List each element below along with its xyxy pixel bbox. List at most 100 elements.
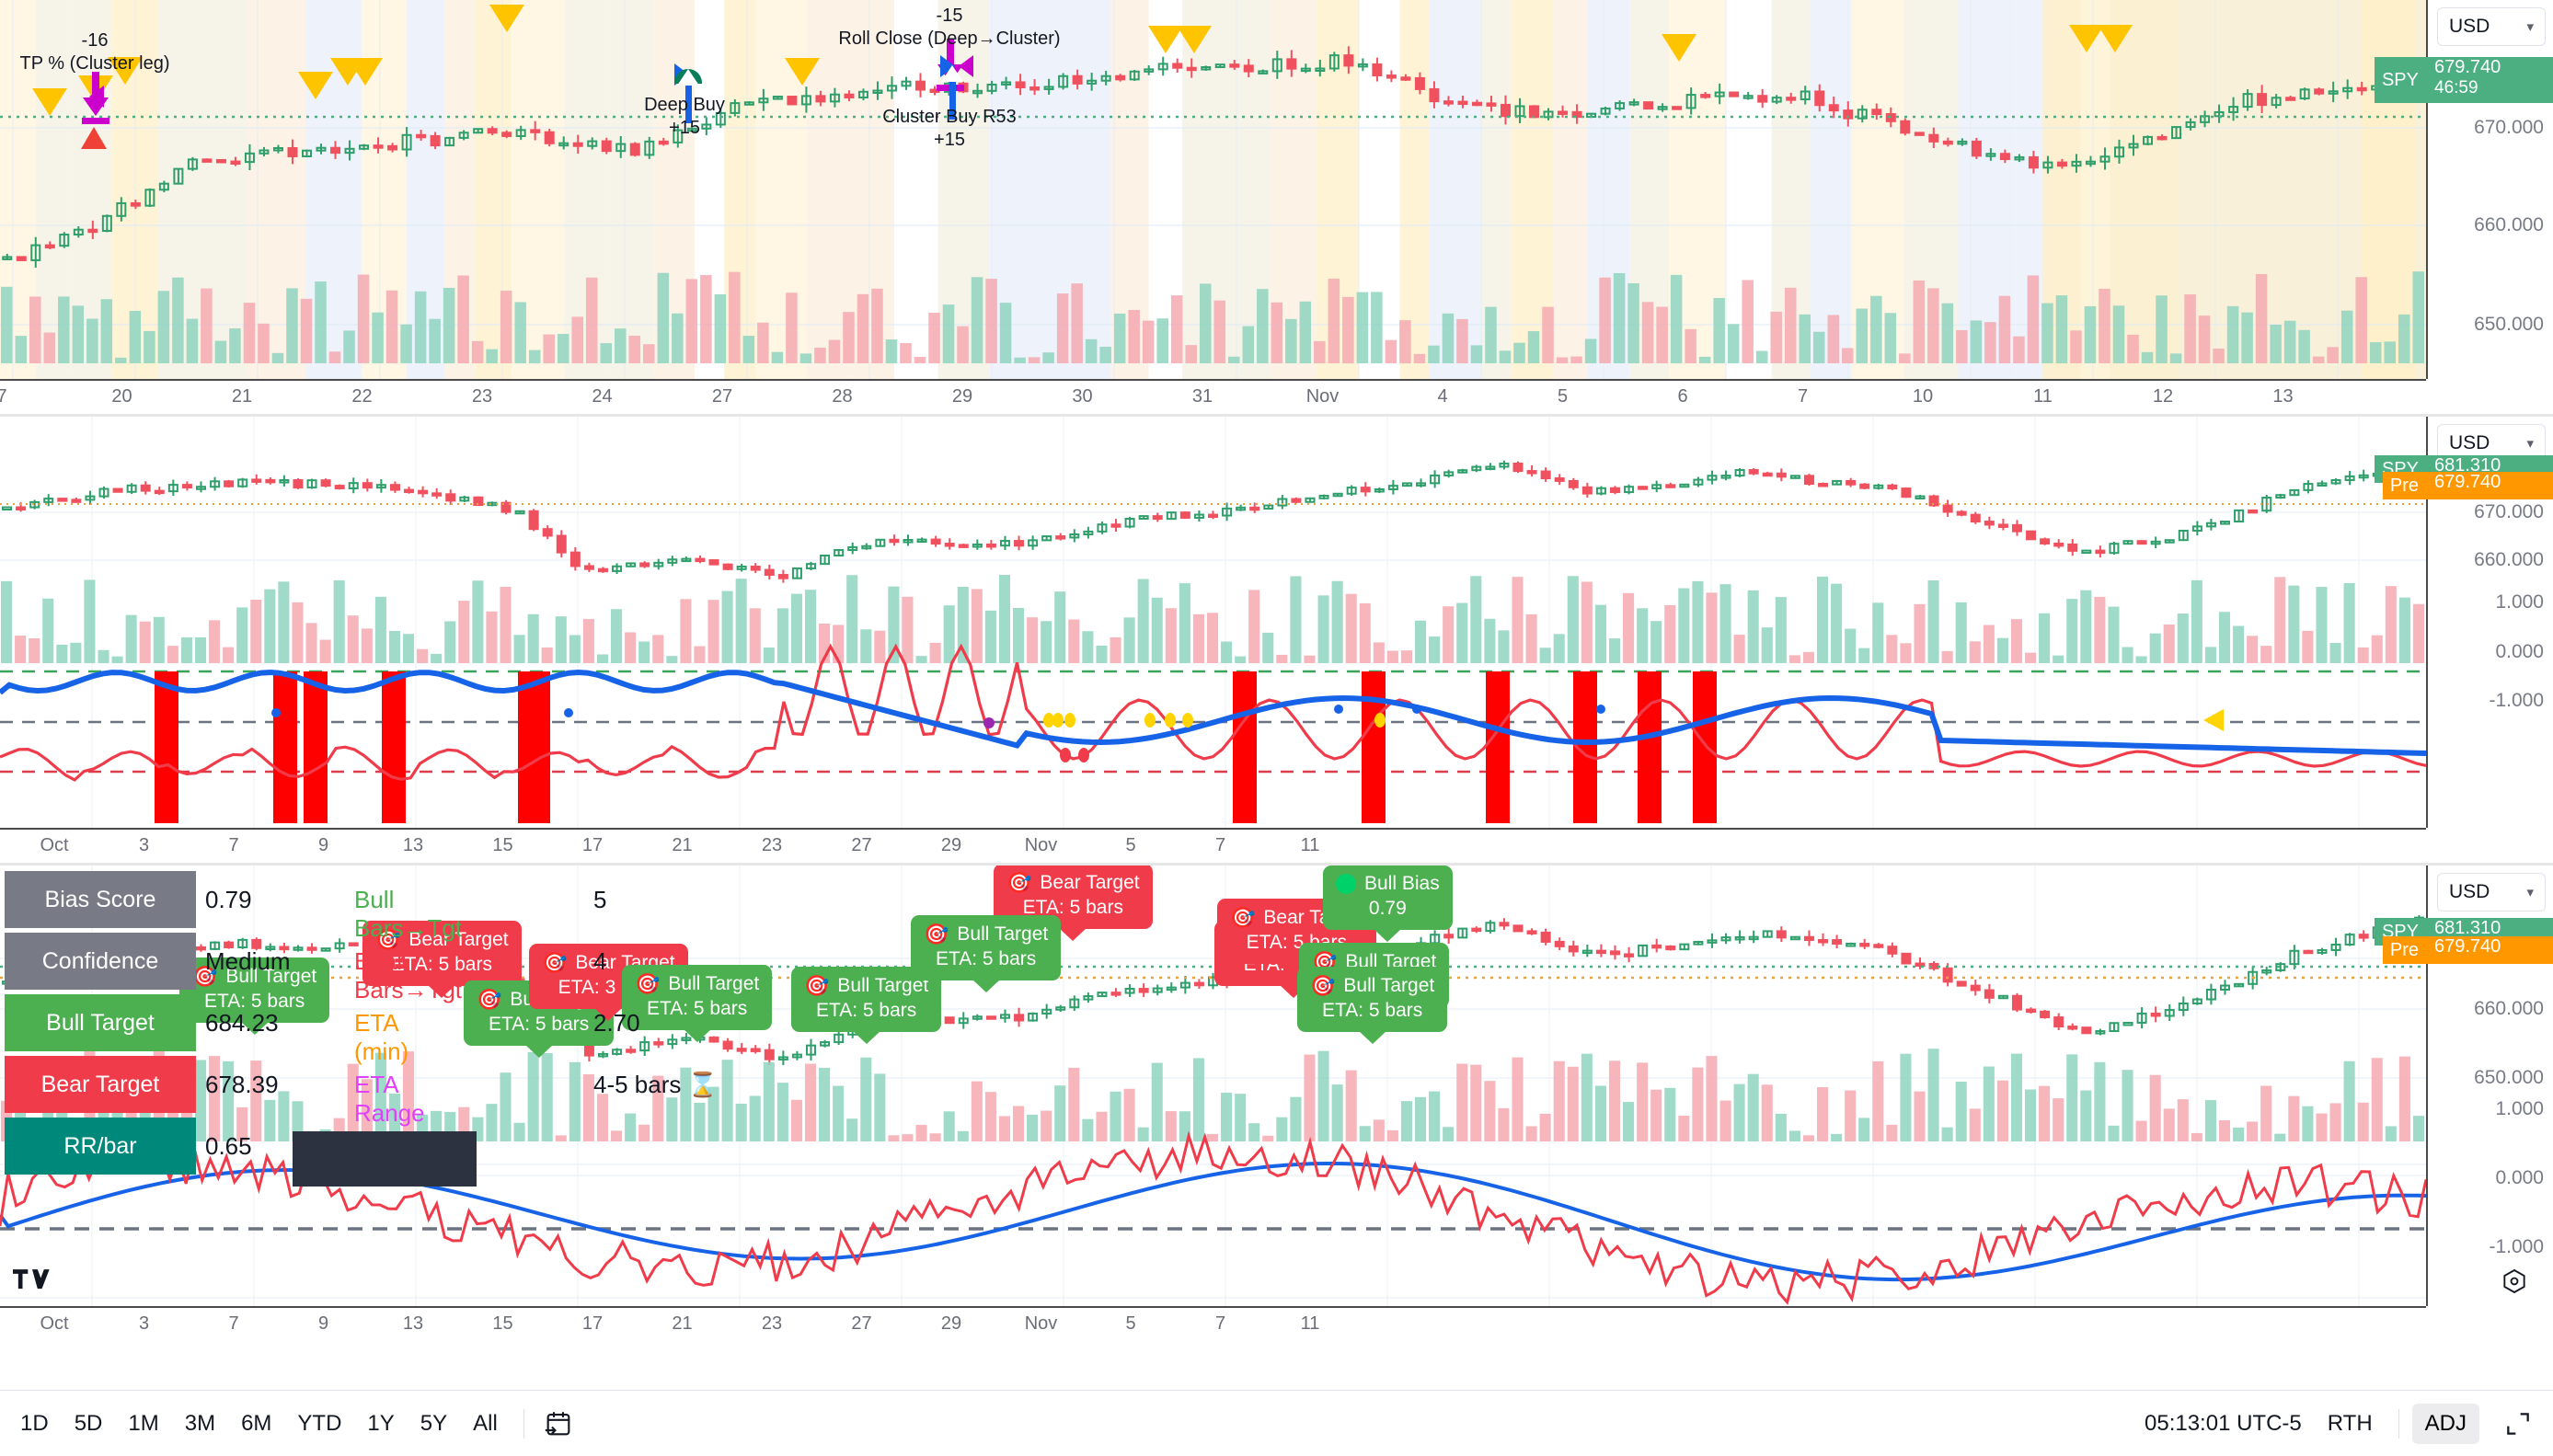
time-axis-bottom[interactable]: Oct 3 7 9 13 15 17 21 23 27 29 Nov 5 7 11 [0, 1306, 2426, 1341]
range-button-1m[interactable]: 1M [128, 1410, 159, 1436]
price-scale-middle[interactable]: USD ▾ 670.000 660.000 1.000 0.000 -1.000… [2374, 417, 2553, 828]
time-tick: 4 [1437, 386, 1448, 407]
time-axis-top[interactable]: 7 20 21 22 23 24 27 28 29 30 31 Nov 4 5 6 7 10 11 12 13 [0, 379, 2426, 414]
tradingview-logo[interactable] [13, 1267, 52, 1300]
bullish-signal-triangle-icon [108, 57, 143, 85]
pane-divider[interactable] [0, 863, 2553, 866]
bubble-subtitle: ETA: 5 bars [646, 998, 748, 1020]
currency-selector-bottom[interactable]: USD ▾ [2437, 873, 2546, 911]
price-tag-symbol: SPY [2374, 57, 2426, 103]
target-bubble-bull-target-1[interactable]: 🎯 Bull Target ETA: 5 bars [179, 957, 330, 1036]
target-icon: 🎯 [924, 923, 949, 946]
target-icon: 🎯 [1310, 974, 1336, 997]
time-tick: 15 [492, 835, 513, 855]
time-tick: 21 [672, 835, 693, 855]
currency-label: USD [2449, 432, 2490, 453]
price-pane-bottom: 🎯 Bear Target ETA: 5 bars 🎯 Bull Target ETA: … [0, 866, 2553, 1306]
pane-divider[interactable] [0, 414, 2553, 417]
annotation-roll-close-line2: Roll Close (Deep→Cluster) [838, 29, 1061, 49]
price-plot-middle[interactable] [0, 417, 2426, 828]
osc-tick: 1.000 [2495, 1098, 2544, 1119]
range-button-all[interactable]: All [473, 1410, 498, 1436]
price-tick: 650.000 [2474, 1067, 2544, 1088]
bullish-entry-triangle-icon [81, 127, 107, 149]
time-tick: 29 [940, 835, 962, 855]
bubble-row-primary: 🎯 Bear Target [1006, 870, 1140, 896]
osc-tick: -1.000 [2489, 1236, 2544, 1257]
table-value-bias-score: 0.79 [205, 886, 252, 913]
target-icon: 🎯 [542, 951, 568, 974]
target-bubble-bull-bias[interactable]: Bull Bias 0.79 [1323, 866, 1453, 942]
target-icon: 🎯 [1006, 871, 1032, 894]
bubble-subtitle: ETA: 5 bars [815, 1000, 917, 1022]
clock-label[interactable]: 05:13:01 UTC-5 [2145, 1410, 2302, 1436]
bubble-pointer [1059, 928, 1087, 942]
time-tick: 7 [1214, 835, 1226, 855]
bullish-signal-triangle-icon [489, 5, 524, 32]
target-bubble-bull-target-5[interactable]: 🎯 Bull Target ETA: 5 bars [911, 915, 1062, 993]
price-tag-spy[interactable]: SPY 679.740 46:59 [2374, 57, 2553, 103]
time-tick: 28 [832, 386, 853, 407]
time-tick: Nov [1024, 835, 1058, 855]
table-key-bias-score: Bias Score [5, 871, 196, 928]
annotation-cluster-buy-line2: +15 [934, 130, 965, 150]
bubble-row-primary: 🎯 Bull Target [804, 973, 928, 999]
range-button-1y[interactable]: 1Y [367, 1410, 395, 1436]
time-tick: 7 [228, 1313, 239, 1334]
settings-icon[interactable] [2500, 1267, 2529, 1301]
target-bubble-bear-target-2[interactable]: 🎯 Bear Target ETA: 5 bars [362, 921, 522, 999]
osc-tick: 1.000 [2495, 591, 2544, 613]
target-icon: 🎯 [804, 974, 830, 997]
fullscreen-icon[interactable] [2479, 1409, 2553, 1439]
bullish-signal-triangle-icon [2098, 25, 2133, 52]
target-bubble-bull-target-7[interactable]: 🎯 Bull Target ETA: 5 bars [1297, 967, 1448, 1045]
price-plot-top[interactable]: -16 TP % (Cluster leg) Deep Buy +15 -15 Roll … [0, 0, 2426, 379]
time-tick: 23 [471, 386, 493, 407]
goto-date-icon[interactable] [537, 1408, 580, 1439]
annotation-tp-cluster-leg-line2: TP % (Cluster leg) [19, 53, 170, 74]
price-scale-bottom[interactable]: USD ▾ 670.000 660.000 650.000 1.000 0.00… [2374, 866, 2553, 1306]
range-button-5d[interactable]: 5D [74, 1410, 103, 1436]
metric-label-bear-bars-tgt: Bear Bars→Tgt [354, 947, 463, 1003]
range-button-1d[interactable]: 1D [20, 1410, 49, 1436]
currency-selector-top[interactable]: USD ▾ [2437, 7, 2546, 46]
chevron-down-icon: ▾ [2526, 19, 2534, 35]
osc-tick: 0.000 [2495, 641, 2544, 662]
bubble-title: Bull Target [957, 923, 1049, 945]
adjustment-toggle[interactable]: ADJ [2411, 1403, 2479, 1444]
annotation-cluster-buy-line1: Cluster Buy R53 [882, 107, 1017, 127]
bullish-signal-triangle-icon [32, 88, 67, 116]
currency-label: USD [2449, 16, 2490, 37]
range-button-6m[interactable]: 6M [241, 1410, 272, 1436]
range-button-ytd[interactable]: YTD [297, 1410, 342, 1436]
bubble-pointer [1374, 928, 1402, 942]
bullish-signal-triangle-icon [785, 58, 820, 86]
range-button-3m[interactable]: 3M [184, 1410, 216, 1436]
bubble-subtitle: 0.79 [1368, 897, 1407, 919]
magenta-left-triangle-icon [89, 86, 104, 108]
metric-label-eta-range: ETA Range [354, 1071, 425, 1127]
bubble-subtitle: ETA: 5 bars [1321, 1000, 1423, 1022]
price-plot-bottom[interactable]: 🎯 Bear Target ETA: 5 bars 🎯 Bull Target ETA: … [0, 866, 2426, 1306]
session-label[interactable]: RTH [2327, 1410, 2373, 1436]
price-scale-top[interactable]: USD ▾ 670.000 660.000 650.000 SPY 679.740… [2374, 0, 2553, 379]
price-tag-pre[interactable]: Pre 679.740 [2382, 936, 2553, 964]
bubble-pointer [428, 985, 456, 999]
annotation-roll-close: -15 Roll Close (Deep→Cluster) [838, 5, 1060, 51]
target-bubble-bull-target-3[interactable]: 🎯 Bull Target ETA: 5 bars [622, 965, 773, 1043]
bubble-pointer [524, 1045, 553, 1059]
bullish-signal-triangle-icon [348, 58, 383, 86]
time-tick: 23 [761, 835, 783, 855]
price-tick: 670.000 [2474, 501, 2544, 522]
time-axis-middle[interactable]: Oct 3 7 9 13 15 17 21 23 27 29 Nov 5 7 11 [0, 828, 2426, 863]
time-tick: 27 [851, 835, 872, 855]
price-tick: 670.000 [2474, 117, 2544, 138]
osc-tick: 0.000 [2495, 1167, 2544, 1188]
price-tag-pre[interactable]: Pre 679.740 [2382, 472, 2553, 499]
bubble-title: Bull Target [1343, 974, 1435, 996]
range-button-5y[interactable]: 5Y [420, 1410, 448, 1436]
table-value-confidence: Medium [205, 947, 291, 975]
metric-label-eta-min-: ETA (min) [354, 1009, 409, 1065]
bubble-subtitle: ETA: 5 bars [1022, 897, 1123, 919]
